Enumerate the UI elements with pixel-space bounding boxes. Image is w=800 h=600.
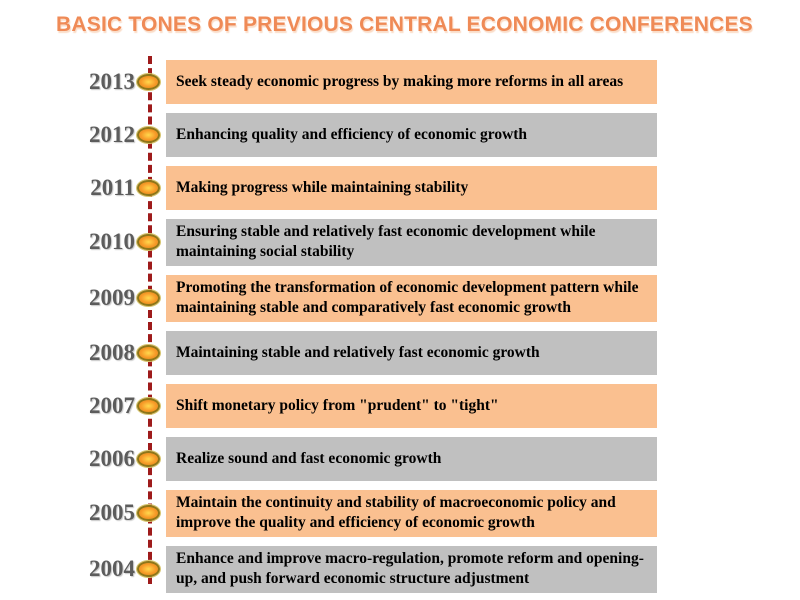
timeline-row-2013: 2013 Seek steady economic progress by ma…	[89, 60, 657, 104]
year-label: 2010	[89, 229, 135, 255]
tone-bar: Seek steady economic progress by making …	[166, 60, 657, 104]
timeline-row-2012: 2012 Enhancing quality and efficiency of…	[89, 113, 657, 157]
year-label: 2007	[89, 392, 135, 418]
timeline-axis-line	[148, 56, 152, 584]
timeline-row-2004: 2004 Enhance and improve macro-regulatio…	[89, 545, 657, 593]
tone-text: Making progress while maintaining stabil…	[176, 178, 469, 196]
timeline-row-2006: 2006 Realize sound and fast economic gro…	[89, 436, 657, 481]
tone-text: Realize sound and fast economic growth	[176, 449, 442, 467]
page-title: BASIC TONES OF PREVIOUS CENTRAL ECONOMIC…	[56, 13, 753, 36]
tone-text: Enhance and improve macro-regulation, pr…	[176, 549, 644, 588]
tone-text: Maintaining stable and relatively fast e…	[176, 343, 540, 361]
timeline-node-icon	[137, 505, 160, 522]
timeline-node-icon	[137, 234, 160, 251]
tone-bar: Promoting the transformation of economic…	[166, 274, 657, 322]
tone-text: Seek steady economic progress by making …	[176, 72, 624, 90]
year-label: 2013	[89, 69, 135, 94]
timeline-node-icon	[137, 290, 160, 307]
timeline-node-icon	[137, 450, 160, 467]
tone-text: Maintain the continuity and stability of…	[176, 493, 616, 532]
tone-text: Enhancing quality and efficiency of econ…	[176, 125, 528, 143]
tone-bar: Maintain the continuity and stability of…	[166, 489, 657, 537]
tone-bar: Enhancing quality and efficiency of econ…	[166, 113, 657, 157]
year-label: 2009	[89, 285, 135, 311]
year-label: 2004	[89, 556, 135, 582]
tone-bar: Ensuring stable and relatively fast econ…	[166, 219, 657, 266]
timeline-row-2007: 2007 Shift monetary policy from "prudent…	[89, 383, 657, 428]
timeline-node-icon	[137, 344, 160, 361]
tone-text: Shift monetary policy from "prudent" to …	[176, 396, 499, 414]
timeline-row-2010: 2010 Ensuring stable and relatively fast…	[89, 219, 657, 266]
tone-bar: Enhance and improve macro-regulation, pr…	[166, 545, 657, 593]
timeline-node-icon	[137, 561, 160, 578]
timeline-row-2005: 2005 Maintain the continuity and stabili…	[89, 489, 657, 537]
timeline-node-icon	[137, 74, 160, 90]
timeline-rows: 2013 Seek steady economic progress by ma…	[89, 60, 657, 593]
tone-bar: Maintaining stable and relatively fast e…	[166, 330, 657, 375]
tone-text: Promoting the transformation of economic…	[176, 278, 639, 317]
year-label: 2008	[89, 339, 135, 365]
timeline-node-icon	[137, 397, 160, 414]
timeline-row-2011: 2011 Making progress while maintaining s…	[90, 166, 657, 210]
timeline-node-icon	[137, 127, 160, 143]
tone-text: Ensuring stable and relatively fast econ…	[176, 223, 596, 261]
timeline-row-2008: 2008 Maintaining stable and relatively f…	[89, 330, 657, 375]
tone-bar: Realize sound and fast economic growth	[166, 436, 657, 481]
year-label: 2012	[89, 122, 135, 147]
timeline-row-2009: 2009 Promoting the transformation of eco…	[89, 274, 657, 322]
year-label: 2011	[90, 175, 135, 200]
tone-bar: Making progress while maintaining stabil…	[166, 166, 657, 210]
year-label: 2006	[89, 445, 135, 471]
tone-bar: Shift monetary policy from "prudent" to …	[166, 383, 657, 428]
year-label: 2005	[89, 500, 135, 526]
timeline-node-icon	[137, 180, 160, 196]
